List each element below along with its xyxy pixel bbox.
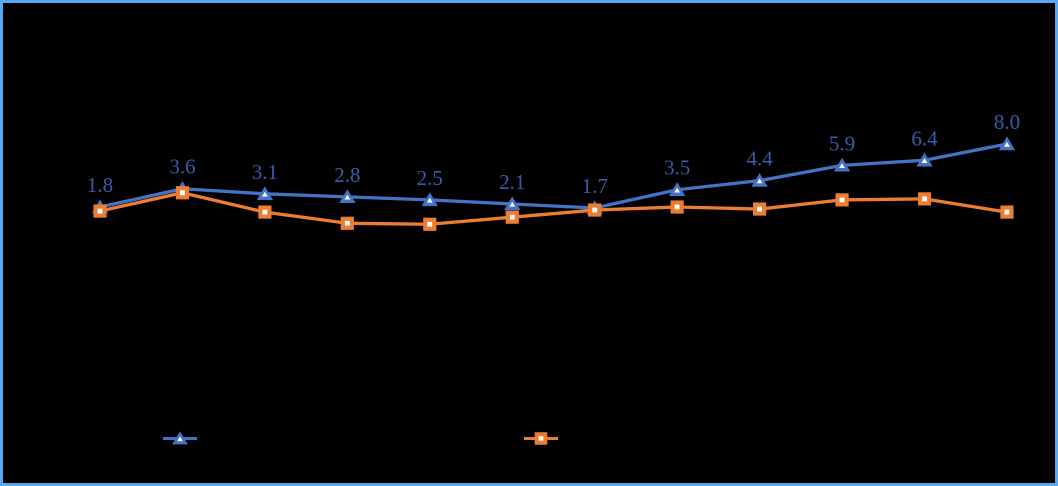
- data-label: 8.0: [994, 110, 1020, 134]
- triangle-marker-core: [426, 197, 433, 203]
- data-label: 3.6: [169, 155, 195, 179]
- blue-triangle-series-line: [99, 142, 1008, 210]
- triangle-marker-core: [177, 436, 183, 442]
- square-marker-core: [1004, 209, 1010, 215]
- square-marker-core: [839, 197, 845, 203]
- square-marker-core: [97, 208, 103, 214]
- data-label: 1.8: [87, 173, 113, 197]
- data-label: 2.5: [417, 166, 443, 190]
- square-marker-core: [674, 204, 680, 210]
- square-marker-core: [509, 214, 515, 220]
- square-marker-core: [757, 206, 762, 212]
- triangle-marker-core: [509, 201, 516, 207]
- square-marker-core: [922, 196, 927, 202]
- orange-square-series: [93, 186, 1014, 231]
- legend-item-blue-triangle-series: [163, 431, 197, 445]
- square-marker-core: [592, 207, 598, 213]
- triangle-marker-core: [1004, 141, 1010, 147]
- triangle-marker-core: [921, 158, 928, 163]
- legend-item-orange-square-series: [524, 432, 558, 445]
- square-marker-core: [262, 209, 268, 215]
- triangle-marker-core: [839, 163, 845, 169]
- line-chart: 1.8 3.6 3.1 2.8 2.5 2.1 1.7 3.5 4.4 5.9 6.4 8.0: [87, 110, 1020, 445]
- data-label: 2.8: [334, 163, 360, 187]
- square-marker-core: [538, 436, 544, 441]
- triangle-marker-core: [344, 194, 351, 200]
- data-label: 3.5: [664, 156, 690, 180]
- data-label: 1.7: [582, 174, 608, 198]
- triangle-marker-core: [756, 178, 763, 184]
- data-label: 6.4: [911, 126, 938, 150]
- triangle-marker-core: [262, 191, 268, 197]
- triangle-marker-core: [674, 187, 681, 193]
- square-marker-core: [427, 221, 433, 227]
- data-label: 4.4: [746, 147, 773, 171]
- data-label: 5.9: [829, 131, 855, 155]
- square-marker-core: [180, 190, 185, 196]
- square-marker-core: [344, 220, 350, 226]
- data-label: 3.1: [252, 160, 278, 184]
- orange-square-series-line: [99, 191, 1008, 226]
- data-label: 2.1: [499, 170, 525, 194]
